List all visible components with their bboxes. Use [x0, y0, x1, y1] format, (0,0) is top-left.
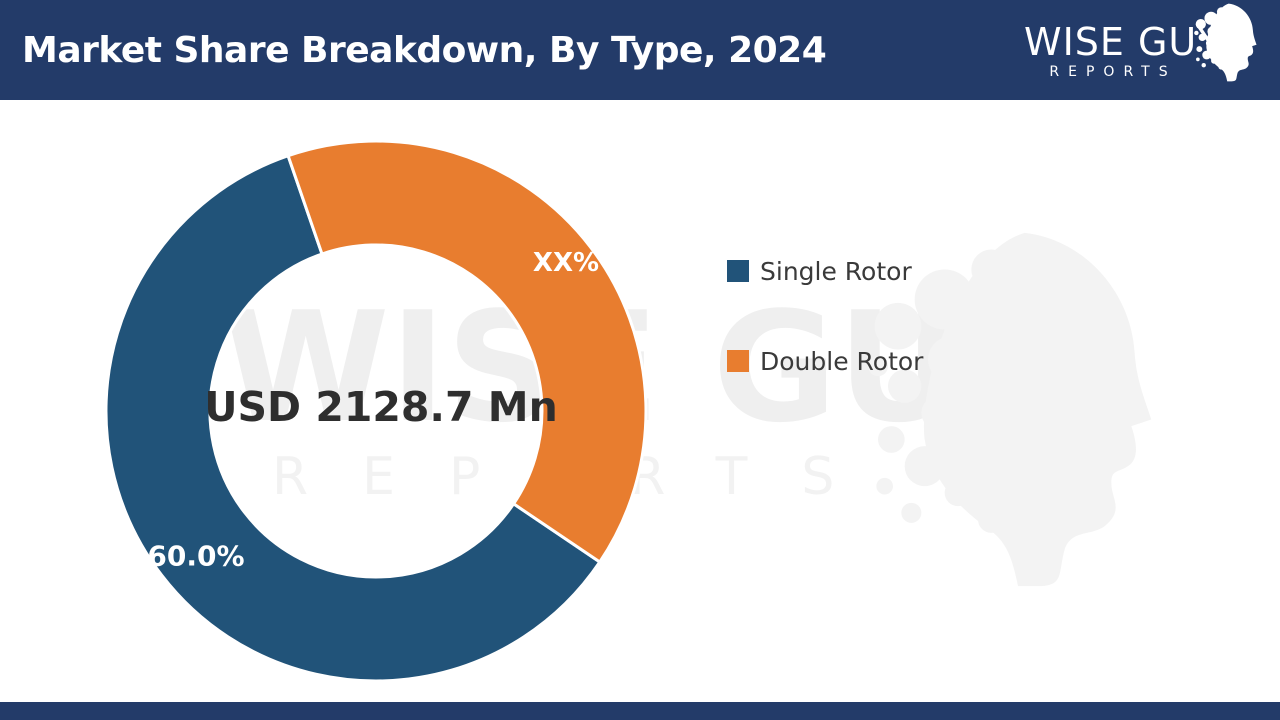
footer-bar [0, 702, 1280, 720]
slice-label-single-rotor: 60.0% [147, 539, 245, 573]
page-title: Market Share Breakdown, By Type, 2024 [22, 29, 827, 71]
logo-wordmark: WISE GUY [1024, 20, 1222, 64]
legend-label-single-rotor: Single Rotor [760, 256, 912, 286]
donut-center-value: USD 2128.7 Mn [204, 383, 558, 431]
wise-guy-logo: WISE GUY REPORTS [1024, 0, 1264, 100]
watermark-face-logo [868, 232, 1152, 587]
legend-swatch-double-rotor [727, 350, 749, 372]
slice-label-double-rotor: XX% [532, 248, 600, 278]
legend-item-double-rotor: Double Rotor [727, 346, 923, 376]
donut-chart [104, 139, 648, 683]
legend-label-double-rotor: Double Rotor [760, 346, 924, 376]
slice-single-rotor [104, 154, 602, 683]
chart-legend: Single Rotor Double Rotor [727, 256, 923, 376]
legend-swatch-single-rotor [727, 260, 749, 282]
logo-subtitle: REPORTS [1049, 64, 1177, 80]
header-bar: Market Share Breakdown, By Type, 2024 WI… [0, 0, 1280, 100]
logo-text: WISE GUY REPORTS [1024, 20, 1222, 80]
logo-face-icon [1194, 3, 1257, 82]
legend-item-single-rotor: Single Rotor [727, 256, 923, 286]
slice-double-rotor [286, 139, 648, 564]
